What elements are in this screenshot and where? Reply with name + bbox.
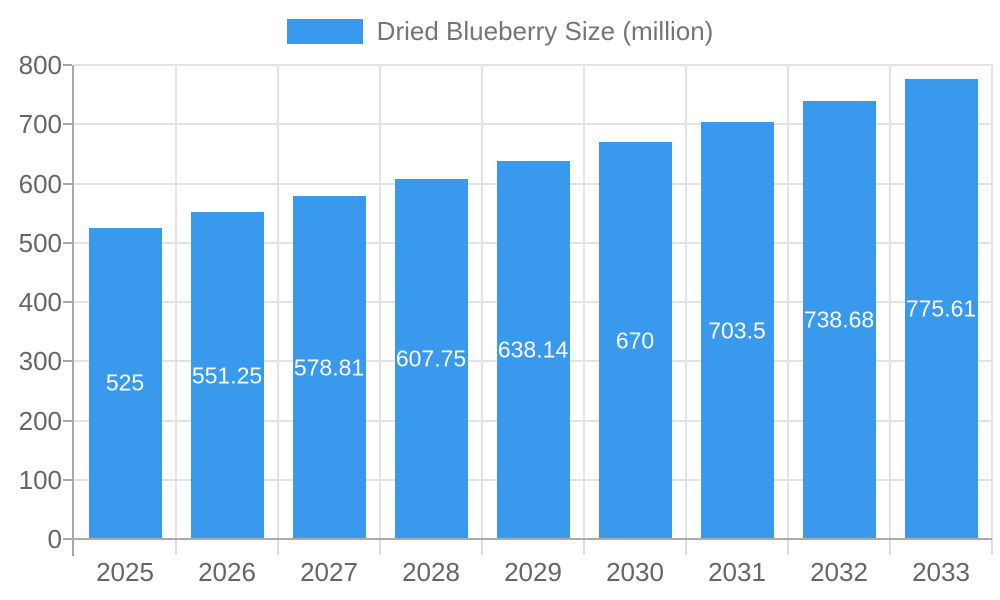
gridline-v: [481, 65, 483, 539]
y-tick-label: 0: [47, 524, 62, 554]
x-tick-label: 2025: [96, 557, 154, 587]
bar-value-label: 638.14: [497, 336, 569, 363]
y-tick-label: 700: [18, 109, 62, 140]
legend-swatch: [286, 18, 363, 44]
bar[interactable]: 525: [88, 227, 162, 539]
y-axis-tick: [63, 419, 72, 422]
bar-value-label: 607.75: [395, 345, 467, 372]
y-tick-label: 400: [18, 287, 62, 317]
x-tick-label: 2030: [606, 557, 664, 587]
gridline-v: [379, 65, 381, 539]
gridline-v: [787, 65, 789, 539]
x-tick-label: 2029: [504, 557, 562, 587]
y-tick-label: 800: [18, 50, 62, 80]
bar[interactable]: 638.14: [496, 160, 570, 539]
x-tick-label: 2026: [198, 557, 256, 587]
x-axis-tick: [277, 540, 279, 555]
bar-value-label: 578.81: [293, 354, 365, 381]
y-axis-tick: [63, 64, 72, 66]
y-tick-label: 200: [18, 405, 62, 436]
legend-label: Dried Blueberry Size (million): [376, 16, 714, 46]
y-axis-tick: [63, 538, 72, 540]
gridline-v: [583, 65, 585, 539]
y-axis-line: [72, 65, 74, 556]
y-axis-tick: [63, 478, 72, 481]
bar-value-label: 551.25: [191, 362, 263, 389]
x-axis-tick: [481, 540, 483, 555]
bar-value-label: 703.5: [708, 317, 766, 344]
gridline-v: [889, 65, 891, 539]
x-axis-tick: [787, 540, 789, 555]
x-axis-tick: [991, 540, 993, 555]
x-tick-label: 2027: [300, 557, 358, 587]
x-axis-tick: [685, 540, 687, 555]
y-tick-label: 300: [18, 346, 62, 377]
gridline-v: [175, 65, 177, 539]
bar[interactable]: 703.5: [700, 122, 774, 539]
bar[interactable]: 738.68: [802, 101, 876, 539]
bar[interactable]: 551.25: [190, 212, 264, 539]
x-tick-label: 2032: [810, 557, 868, 587]
gridline-v: [277, 65, 279, 539]
y-axis-tick: [63, 123, 72, 126]
legend[interactable]: Dried Blueberry Size (million): [0, 17, 1000, 45]
bar-value-label: 775.61: [905, 295, 977, 322]
y-axis-tick: [63, 360, 72, 363]
y-tick-label: 600: [18, 168, 62, 199]
gridline-h: [74, 64, 992, 66]
gridline-v: [991, 65, 993, 539]
bar-value-label: 525: [105, 369, 145, 396]
x-axis-tick: [175, 540, 177, 555]
bar[interactable]: 775.61: [904, 79, 978, 539]
bar-value-label: 670: [615, 327, 655, 354]
x-axis-tick: [889, 540, 891, 555]
x-axis-tick: [379, 540, 381, 555]
y-tick-label: 500: [18, 227, 62, 258]
x-tick-label: 2031: [708, 557, 766, 587]
bar[interactable]: 578.81: [292, 196, 366, 539]
y-axis-tick: [63, 301, 72, 303]
gridline-v: [685, 65, 687, 539]
y-tick-label: 100: [18, 464, 62, 495]
y-axis-tick: [63, 241, 72, 244]
bar-value-label: 738.68: [803, 306, 875, 333]
bar[interactable]: 607.75: [394, 178, 468, 539]
gridline-h: [74, 123, 992, 126]
bar[interactable]: 670: [598, 142, 672, 539]
x-tick-label: 2033: [912, 557, 970, 587]
plot-area: 525 551.25 578.81 607.75 638.14 670 703.5 738.6…: [74, 64, 993, 539]
x-axis-line: [72, 538, 992, 540]
x-tick-label: 2028: [402, 557, 460, 587]
y-axis-tick: [63, 182, 72, 185]
x-axis-tick: [583, 540, 585, 555]
